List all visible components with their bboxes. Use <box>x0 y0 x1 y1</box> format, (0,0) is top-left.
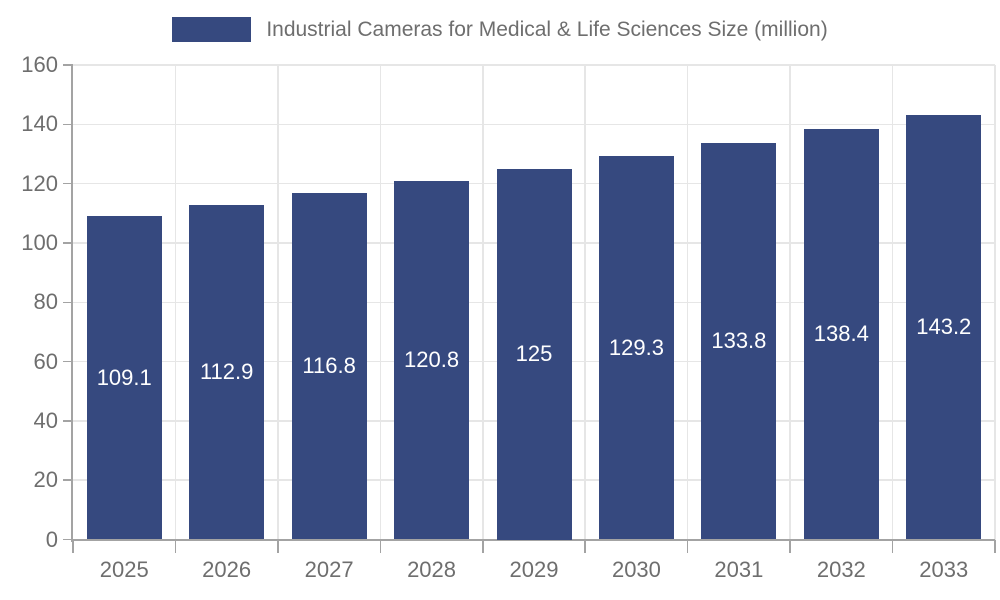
x-tick-label: 2025 <box>99 557 149 582</box>
bar-2026 <box>189 204 265 540</box>
x-tick-label: 2031 <box>714 557 764 582</box>
y-tick-mark <box>63 360 73 363</box>
gridline-h <box>73 123 995 126</box>
gridline-v <box>174 65 177 540</box>
y-tick-mark <box>63 123 73 126</box>
y-tick-mark <box>63 64 73 66</box>
bar-2028 <box>394 181 470 540</box>
gridline-v <box>686 65 689 540</box>
y-tick-label: 160 <box>21 52 58 77</box>
x-tick-mark <box>789 539 791 553</box>
x-tick-mark <box>174 539 177 553</box>
bar-value-label: 116.8 <box>302 353 356 379</box>
x-tick-label: 2029 <box>509 557 559 582</box>
gridline-h <box>73 64 995 66</box>
bar-2030 <box>598 156 674 540</box>
y-tick-label: 140 <box>21 111 58 137</box>
y-tick-label: 100 <box>21 229 58 255</box>
gridline-v <box>482 65 484 540</box>
x-tick-mark <box>686 539 689 553</box>
y-tick-label: 60 <box>33 348 58 374</box>
y-tick-label: 20 <box>33 467 58 493</box>
y-tick-label: 80 <box>33 289 58 315</box>
bar-2029 <box>496 168 572 540</box>
legend-label: Industrial Cameras for Medical & Life Sc… <box>266 17 828 41</box>
legend-swatch <box>172 17 252 42</box>
bar-2033 <box>906 114 982 540</box>
bar-value-label: 125 <box>515 341 553 367</box>
x-tick-mark <box>72 539 74 553</box>
x-tick-label: 2028 <box>407 557 457 582</box>
x-tick-mark <box>379 539 382 553</box>
bar-value-label: 120.8 <box>404 347 460 373</box>
y-tick-label: 0 <box>45 526 58 552</box>
gridline-v <box>789 65 791 540</box>
y-tick-mark <box>63 479 73 481</box>
y-tick-label: 40 <box>33 407 58 433</box>
bar-value-label: 143.2 <box>916 314 972 340</box>
bar-value-label: 129.3 <box>608 334 664 360</box>
gridline-v <box>584 65 586 540</box>
bar-value-label: 112.9 <box>199 359 254 385</box>
bar-2031 <box>701 142 777 540</box>
y-tick-mark <box>63 242 73 244</box>
chart-legend: Industrial Cameras for Medical & Life Sc… <box>0 17 1000 42</box>
bar-2027 <box>291 193 367 540</box>
x-tick-mark <box>584 539 586 553</box>
bar-2032 <box>803 129 879 540</box>
x-tick-label: 2030 <box>611 557 661 582</box>
x-tick-mark <box>277 539 279 553</box>
bar-value-label: 133.8 <box>711 328 767 354</box>
y-tick-mark <box>63 420 73 422</box>
x-tick-label: 2026 <box>202 557 252 582</box>
x-tick-mark <box>891 539 894 553</box>
gridline-v <box>277 65 279 540</box>
x-tick-label: 2033 <box>919 557 969 582</box>
x-axis-line <box>73 538 995 541</box>
gridline-v <box>379 65 382 540</box>
x-tick-label: 2032 <box>816 557 866 582</box>
gridline-v <box>891 65 894 540</box>
x-tick-mark <box>482 539 484 553</box>
bar-value-label: 138.4 <box>813 321 869 347</box>
x-tick-mark <box>994 539 996 553</box>
y-tick-mark <box>63 182 73 185</box>
y-tick-label: 120 <box>21 170 58 196</box>
gridline-v <box>994 65 996 540</box>
y-tick-mark <box>63 538 73 541</box>
bar-2025 <box>86 215 162 540</box>
bar-value-label: 109.1 <box>96 364 152 390</box>
x-tick-label: 2027 <box>304 557 354 582</box>
y-axis-line <box>71 65 73 542</box>
y-tick-mark <box>63 301 73 303</box>
